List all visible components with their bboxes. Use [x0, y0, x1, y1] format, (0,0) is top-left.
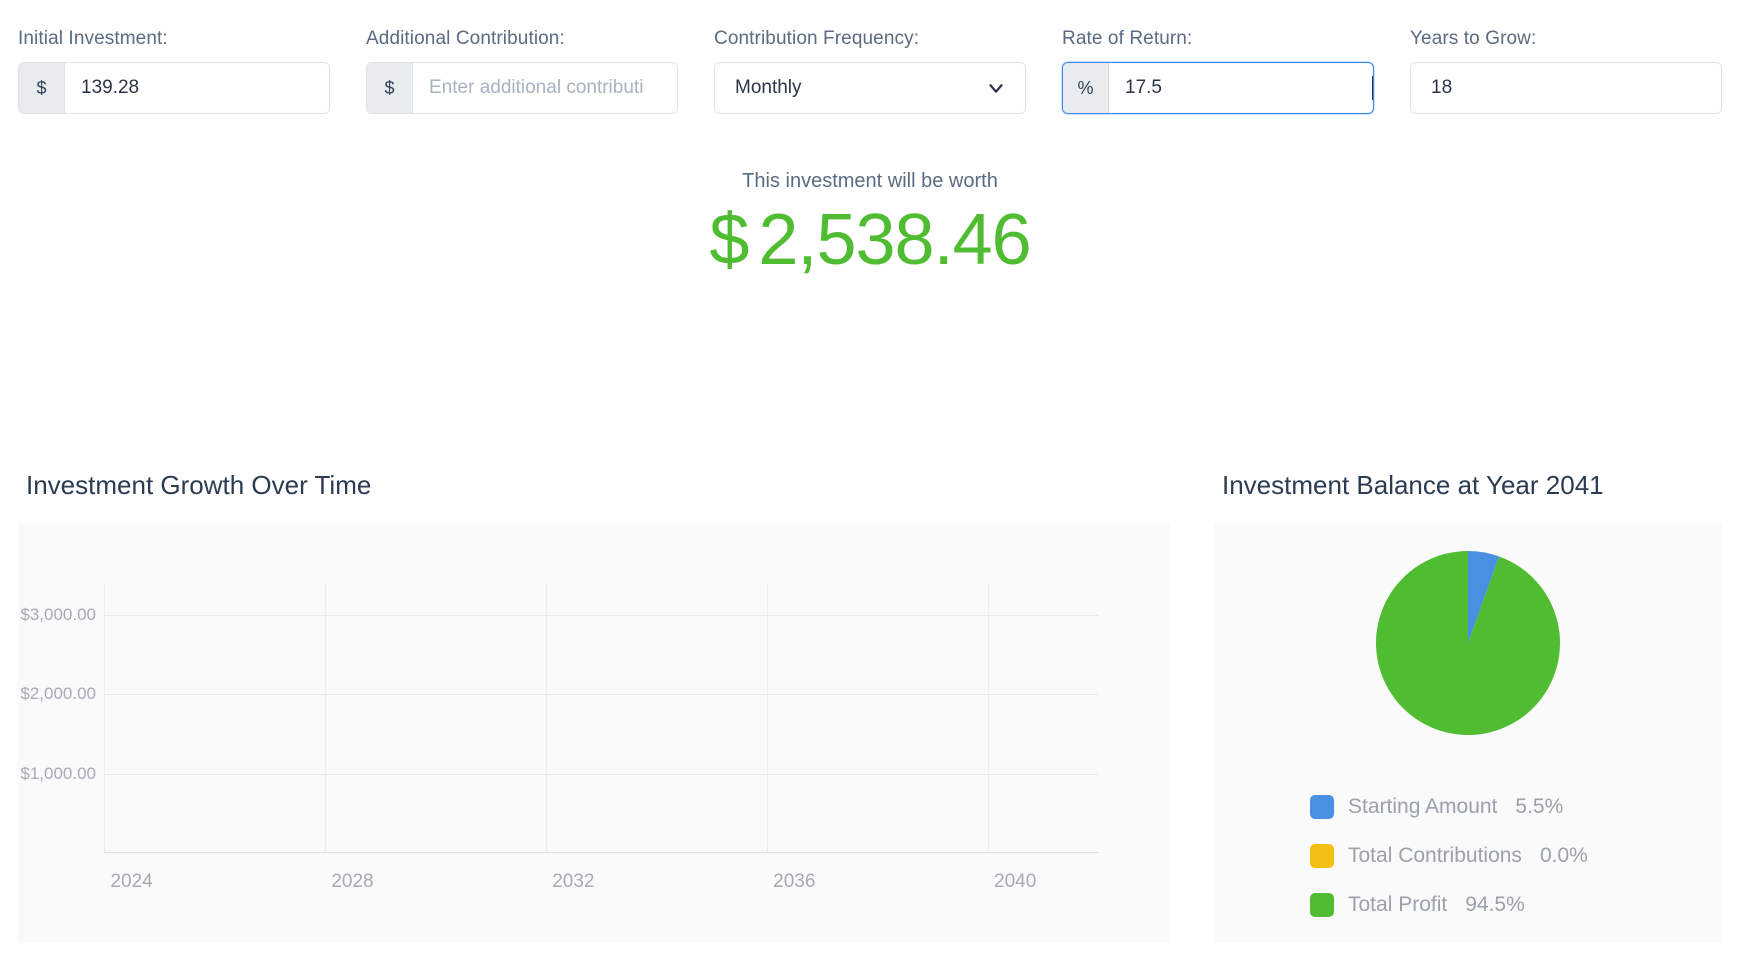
- y-axis-tick-label: $2,000.00: [20, 684, 96, 704]
- legend-item[interactable]: Total Profit 94.5%: [1310, 880, 1588, 929]
- field-rate-of-return: Rate of Return: %: [1062, 28, 1374, 114]
- legend-item-value: 0.0%: [1539, 843, 1588, 867]
- bar-slot: [656, 583, 711, 853]
- bar-slot: [711, 583, 766, 853]
- x-axis-tick-label: 2036: [773, 871, 816, 892]
- y-axis-tick-label: $3,000.00: [20, 604, 96, 624]
- chevron-down-icon: [985, 77, 1007, 99]
- result-amount-value: 2,538.46: [758, 200, 1031, 280]
- additional-contribution-input[interactable]: [413, 63, 677, 113]
- contribution-frequency-value: Monthly: [735, 77, 802, 98]
- label-additional-contribution: Additional Contribution:: [366, 28, 565, 49]
- bar-slot: [380, 583, 435, 853]
- bar-slot: [1043, 583, 1098, 853]
- legend-color-swatch: [1310, 843, 1334, 868]
- balance-chart-panel: Starting Amount 5.5% Total Contributions 0.…: [1214, 523, 1722, 943]
- legend-item-label: Total Contributions: [1348, 843, 1522, 867]
- bar-slot: [877, 583, 932, 853]
- gridline: [104, 773, 1098, 775]
- calculator-form: Initial Investment: $ Additional Contrib…: [0, 0, 1740, 114]
- balance-pie-chart[interactable]: [1376, 551, 1560, 740]
- legend-item-label: Starting Amount: [1348, 794, 1498, 818]
- pie-slice[interactable]: [1468, 551, 1500, 643]
- initial-investment-input-group[interactable]: $: [18, 62, 330, 114]
- bar-slot: [822, 583, 877, 853]
- label-rate-of-return: Rate of Return:: [1062, 28, 1193, 49]
- legend-item-label: Total Profit: [1348, 892, 1448, 916]
- x-axis-tick-label: 2028: [331, 871, 374, 892]
- result-currency-symbol: $: [709, 200, 749, 280]
- result-summary: This investment will be worth $2,538.46: [0, 170, 1740, 281]
- dollar-prefix-icon: $: [19, 63, 65, 113]
- x-axis-tick-label: 2032: [552, 871, 595, 892]
- x-axis-tick-label: 2040: [994, 871, 1037, 892]
- rate-of-return-input[interactable]: [1109, 63, 1373, 113]
- vertical-gridline: [104, 583, 105, 853]
- x-axis-line: [104, 852, 1098, 853]
- initial-investment-input[interactable]: [65, 63, 329, 113]
- result-amount: $2,538.46: [0, 199, 1740, 281]
- text-cursor: [1372, 76, 1373, 100]
- legend-item-value: 5.5%: [1515, 794, 1564, 818]
- field-initial-investment: Initial Investment: $: [18, 28, 330, 114]
- percent-prefix-icon: %: [1063, 63, 1109, 113]
- bar-slot: [988, 583, 1043, 853]
- contribution-frequency-select[interactable]: Monthly: [714, 62, 1026, 114]
- legend-color-swatch: [1310, 794, 1334, 819]
- bar-slot: [159, 583, 214, 853]
- result-caption: This investment will be worth: [742, 170, 998, 192]
- bar-slot: [491, 583, 546, 853]
- gridline: [104, 614, 1098, 616]
- bar-slot: [270, 583, 325, 853]
- field-years-to-grow: Years to Grow:: [1410, 28, 1722, 114]
- growth-chart-plot: $1,000.00 $2,000.00 $3,000.00 2024 2028 2032…: [20, 583, 1098, 892]
- y-axis-tick-label: $1,000.00: [20, 763, 96, 783]
- charts-section: Investment Growth Over Time $1,000.00 $2,…: [0, 470, 1740, 943]
- balance-pie-legend: Starting Amount 5.5% Total Contributions 0.…: [1310, 782, 1588, 929]
- years-to-grow-input-group[interactable]: [1410, 62, 1722, 114]
- bar-series: [104, 583, 1098, 853]
- bar-slot: [546, 583, 601, 853]
- bar-slot: [767, 583, 822, 853]
- rate-of-return-input-group[interactable]: %: [1062, 62, 1374, 114]
- growth-chart-panel: $1,000.00 $2,000.00 $3,000.00 2024 2028 2032…: [18, 523, 1170, 943]
- legend-item-value: 94.5%: [1465, 892, 1525, 916]
- legend-item[interactable]: Starting Amount 5.5%: [1310, 782, 1588, 831]
- bar-slot: [601, 583, 656, 853]
- legend-item[interactable]: Total Contributions 0.0%: [1310, 831, 1588, 880]
- field-additional-contribution: Additional Contribution: $: [366, 28, 678, 114]
- bar-slot: [104, 583, 159, 853]
- bar-slot: [214, 583, 269, 853]
- bar-slot: [325, 583, 380, 853]
- vertical-gridline: [324, 583, 326, 853]
- vertical-gridline: [766, 583, 768, 853]
- field-contribution-frequency: Contribution Frequency: Monthly: [714, 28, 1026, 114]
- dollar-prefix-icon: $: [367, 63, 413, 113]
- vertical-gridline: [545, 583, 547, 853]
- label-years-to-grow: Years to Grow:: [1410, 28, 1537, 49]
- years-to-grow-input[interactable]: [1411, 63, 1721, 113]
- pie-slice[interactable]: [1376, 551, 1560, 735]
- vertical-gridline: [987, 583, 989, 853]
- bar-slot: [932, 583, 987, 853]
- balance-chart-title: Investment Balance at Year 2041: [1222, 470, 1604, 500]
- legend-color-swatch: [1310, 892, 1334, 917]
- additional-contribution-input-group[interactable]: $: [366, 62, 678, 114]
- label-contribution-frequency: Contribution Frequency:: [714, 28, 920, 49]
- bar-slot: [435, 583, 490, 853]
- gridline: [104, 694, 1098, 696]
- growth-chart-title: Investment Growth Over Time: [26, 470, 372, 500]
- growth-chart-block: Investment Growth Over Time $1,000.00 $2,…: [18, 470, 1170, 943]
- balance-chart-block: Investment Balance at Year 2041 Starting…: [1214, 470, 1722, 943]
- label-initial-investment: Initial Investment:: [18, 28, 168, 49]
- x-axis-tick-label: 2024: [110, 871, 153, 892]
